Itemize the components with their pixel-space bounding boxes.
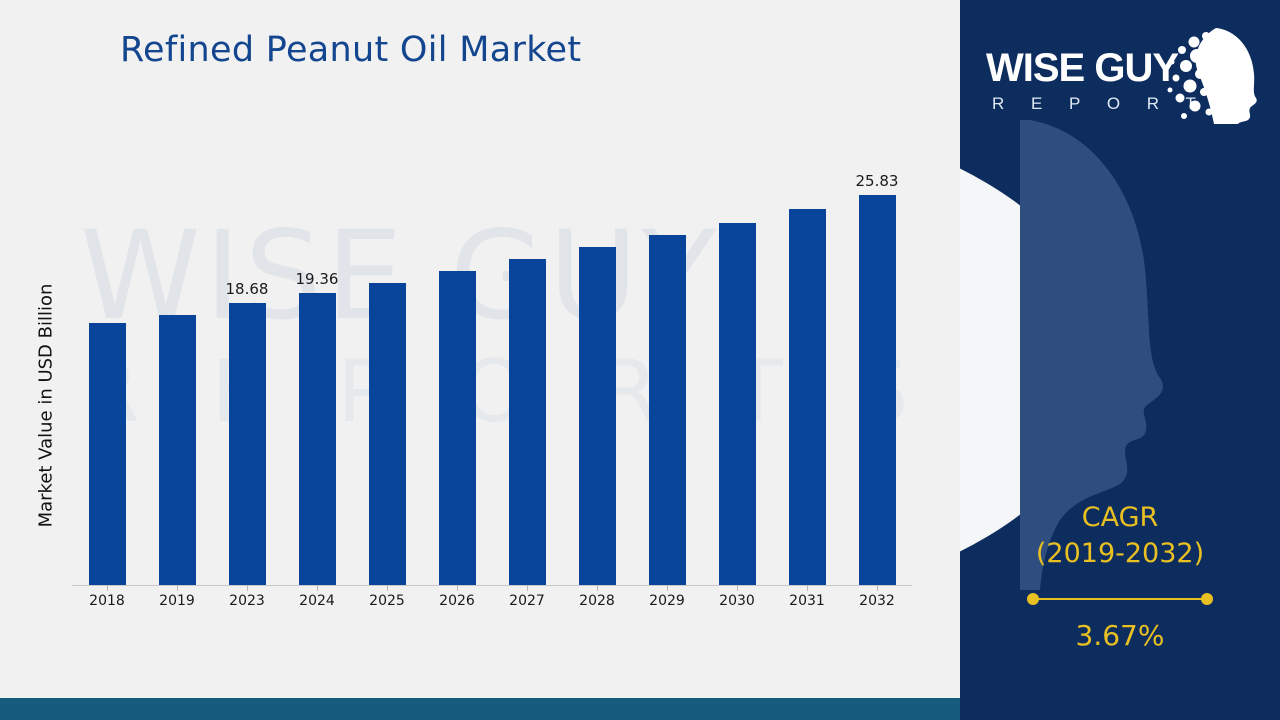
- x-tick-label-2024: 2024: [299, 593, 335, 609]
- bar-group: 0: [562, 170, 632, 586]
- x-tick-label-2028: 2028: [579, 593, 615, 609]
- x-axis-tick: [877, 585, 878, 591]
- x-axis-line: [72, 585, 912, 586]
- x-tick-label-2023: 2023: [229, 593, 265, 609]
- bar-2032[interactable]: [858, 195, 896, 586]
- y-axis-label-text: Market Value in USD Billion: [35, 283, 57, 527]
- bar-group: 0: [772, 170, 842, 586]
- x-axis-tick: [667, 585, 668, 591]
- x-tick-label-2018: 2018: [89, 593, 125, 609]
- cagr-period: (2019-2032): [1035, 538, 1205, 570]
- chart-panel: WISE GUY R E P O R T S Refined Peanut Oi…: [0, 30, 960, 720]
- bar-2030[interactable]: [718, 223, 756, 586]
- x-tick-label-2025: 2025: [369, 593, 405, 609]
- logo-subtitle-text: R E P O R T S: [992, 94, 1245, 113]
- bar-group: 19.36: [282, 170, 352, 586]
- brand-panel: WISE GUY R E P O R T S CAGR (2019-2032): [960, 0, 1280, 720]
- divider-dot-right: [1201, 592, 1213, 605]
- x-tick-label-2027: 2027: [509, 593, 545, 609]
- head-profile-silhouette: [1020, 120, 1163, 590]
- bar-2026[interactable]: [438, 271, 476, 586]
- bar-group: 0: [702, 170, 772, 586]
- x-tick-label-2032: 2032: [859, 593, 895, 609]
- divider-line: [1033, 597, 1207, 600]
- cagr-label: CAGR: [1081, 502, 1159, 533]
- bar-value-label: 18.68: [225, 280, 269, 298]
- bar-group: 0: [632, 170, 702, 586]
- cagr-divider: [1027, 592, 1213, 605]
- bar-group: 0: [492, 170, 562, 586]
- x-axis-tick: [107, 585, 108, 591]
- y-axis-label: Market Value in USD Billion: [30, 230, 62, 580]
- x-tick-label-2019: 2019: [159, 593, 195, 609]
- bar-group: 0: [72, 170, 142, 586]
- page-title: Refined Peanut Oil Market: [120, 30, 582, 70]
- x-axis-tick: [737, 585, 738, 591]
- x-axis-tick: [317, 585, 318, 591]
- x-axis-tick: [177, 585, 178, 591]
- logo-name-text: WISE GUY: [986, 46, 1179, 90]
- bar-2025[interactable]: [368, 283, 406, 586]
- x-tick-label-2026: 2026: [439, 593, 475, 609]
- x-axis-tick: [457, 585, 458, 591]
- bar-2028[interactable]: [578, 247, 616, 586]
- bottom-accent-strip: [0, 698, 960, 720]
- x-tick-label-2029: 2029: [649, 593, 685, 609]
- brand-logo: WISE GUY R E P O R T S: [978, 22, 1262, 127]
- x-tick-label-2030: 2030: [719, 593, 755, 609]
- bar-2027[interactable]: [508, 259, 546, 586]
- cagr-value: 3.67%: [1075, 618, 1165, 652]
- bar-2023[interactable]: [228, 303, 266, 586]
- x-axis-tick: [387, 585, 388, 591]
- bar-group: 0: [142, 170, 212, 586]
- bar-2024[interactable]: [298, 293, 336, 586]
- bar-group: 18.68: [212, 170, 282, 586]
- x-axis-tick: [527, 585, 528, 591]
- bar-group: 25.83: [842, 170, 912, 586]
- bar-value-label: 19.36: [295, 270, 339, 288]
- x-axis-tick: [807, 585, 808, 591]
- x-tick-label-2031: 2031: [789, 593, 825, 609]
- bar-2029[interactable]: [648, 235, 686, 586]
- bar-value-label: 25.83: [855, 172, 899, 190]
- logo-head-dots-icon: [1167, 28, 1257, 124]
- bar-group: 0: [422, 170, 492, 586]
- x-axis-tick: [247, 585, 248, 591]
- bar-2019[interactable]: [158, 315, 196, 586]
- bar-group: 0: [352, 170, 422, 586]
- bar-2018[interactable]: [88, 323, 126, 586]
- x-axis-tick: [597, 585, 598, 591]
- bar-2031[interactable]: [788, 209, 826, 586]
- cagr-block: CAGR (2019-2032) 3.67%: [960, 500, 1280, 652]
